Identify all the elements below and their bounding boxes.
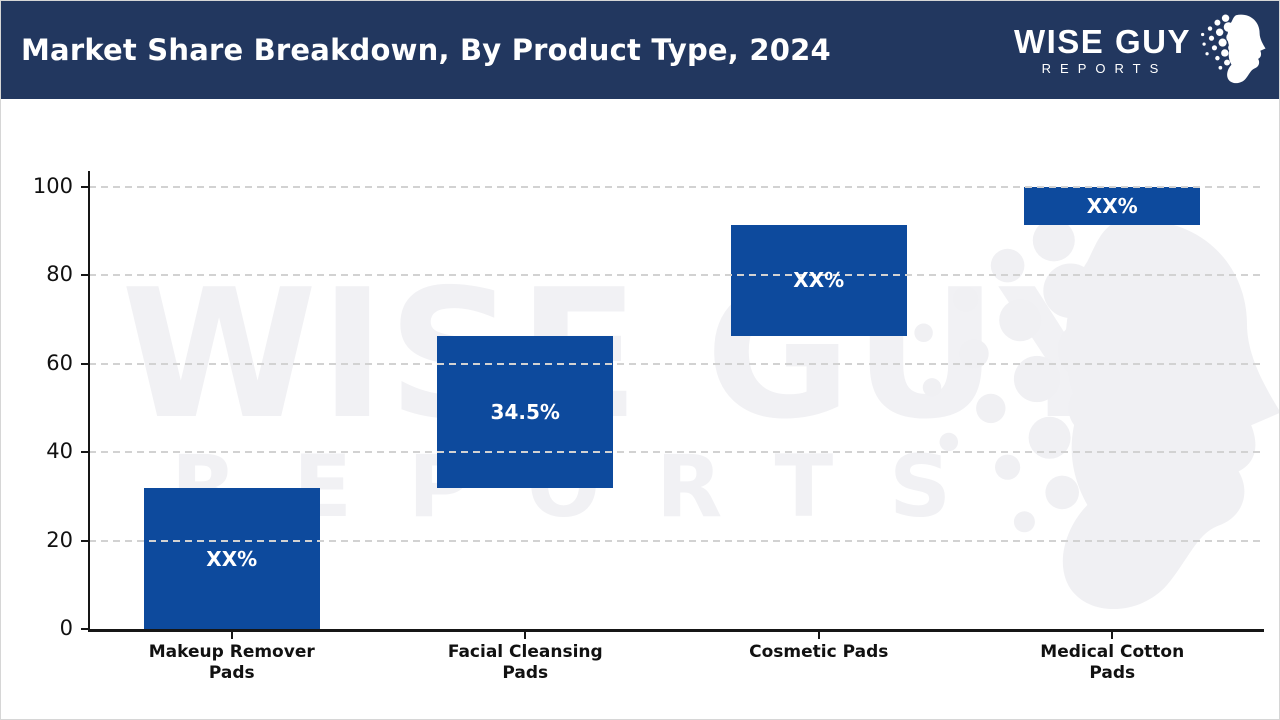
y-tick-label: 40 xyxy=(46,439,73,464)
y-gridline xyxy=(89,539,1263,542)
wise-guy-logo: WISE GUY REPORTS xyxy=(1014,8,1267,92)
logo-wordmark-line1: WISE GUY xyxy=(1013,23,1191,60)
y-tick-mark xyxy=(81,186,89,188)
bar-value-label: XX% xyxy=(793,268,845,293)
x-category-label: Cosmetic Pads xyxy=(749,642,889,662)
y-tick-label: 0 xyxy=(59,616,73,640)
y-tick-mark xyxy=(81,274,89,277)
x-axis-line xyxy=(88,629,1264,632)
chart-title: Market Share Breakdown, By Product Type,… xyxy=(21,33,831,67)
y-tick-mark xyxy=(81,362,89,365)
logo-wordmark: WISE GUY REPORTS xyxy=(1014,25,1191,75)
x-tick-mark xyxy=(524,630,527,639)
y-gridline xyxy=(89,186,1263,188)
y-tick-label: 60 xyxy=(46,350,73,375)
x-category-label: Medical Cotton Pads xyxy=(1040,642,1185,684)
y-tick-mark xyxy=(81,451,89,454)
y-tick-mark xyxy=(81,539,89,542)
logo-head-icon xyxy=(1200,14,1266,84)
logo-wordmark-line2: REPORTS xyxy=(1041,61,1168,76)
y-axis-line xyxy=(88,171,90,631)
y-tick-label: 20 xyxy=(46,527,73,552)
y-tick-mark xyxy=(81,628,89,630)
x-tick-mark xyxy=(230,630,233,639)
x-tick-mark xyxy=(1111,630,1114,639)
header: Market Share Breakdown, By Product Type,… xyxy=(1,1,1279,99)
bar-value-label: 34.5% xyxy=(490,400,560,425)
x-category-label: Facial Cleansing Pads xyxy=(447,642,603,684)
bar-value-label: XX% xyxy=(1086,193,1138,218)
y-gridline xyxy=(89,362,1263,365)
watermark-head-icon xyxy=(914,219,1279,609)
y-tick-label: 80 xyxy=(46,262,73,287)
y-gridline xyxy=(89,451,1263,454)
bar-segment xyxy=(437,335,614,489)
bar-segment xyxy=(730,224,907,336)
bar-value-label: XX% xyxy=(206,546,258,571)
bar-segment xyxy=(1024,187,1201,225)
y-gridline xyxy=(89,274,1263,277)
y-tick-label: 100 xyxy=(32,174,73,198)
x-tick-mark xyxy=(817,630,820,639)
x-category-label: Makeup Remover Pads xyxy=(148,642,315,684)
bar-segment xyxy=(143,488,320,629)
